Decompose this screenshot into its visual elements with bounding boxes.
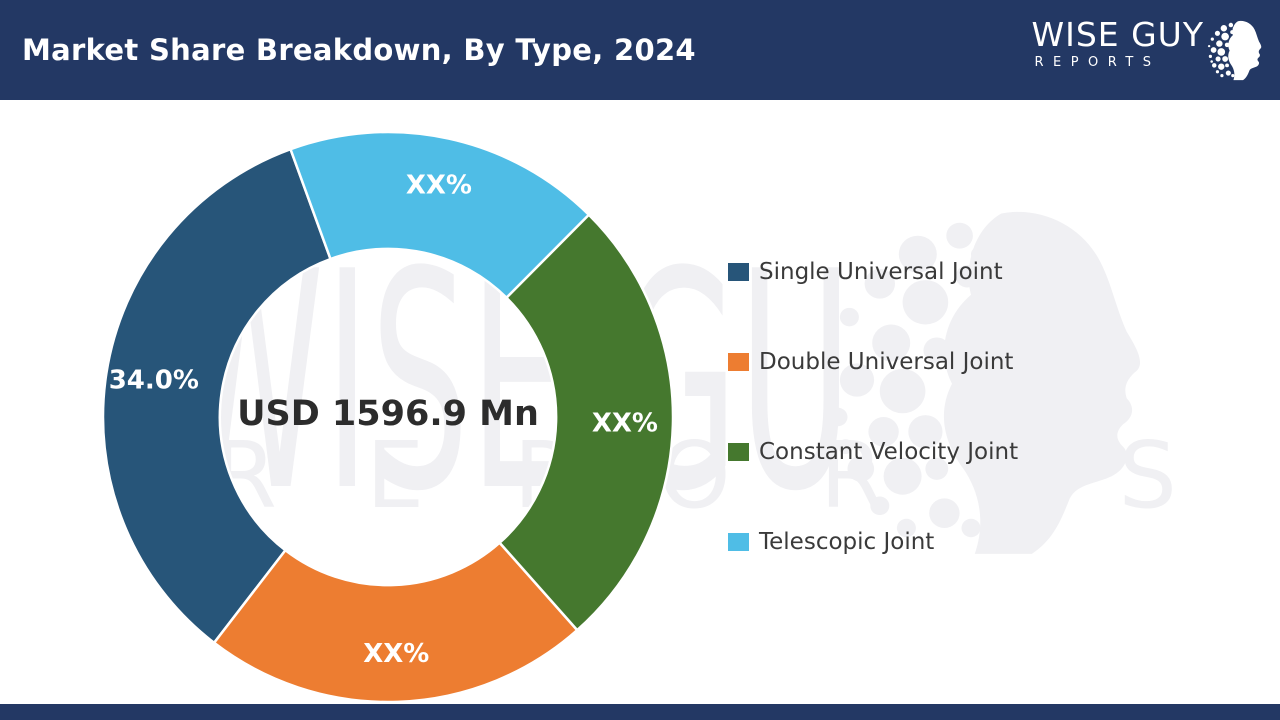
legend-color-swatch [728, 443, 749, 461]
slice-percentage-label: 34.0% [109, 366, 199, 396]
legend-item: Constant Velocity Joint [728, 438, 1018, 466]
donut-slices [101, 130, 675, 704]
header-bar: Market Share Breakdown, By Type, 2024 WI… [0, 0, 1280, 100]
legend-color-swatch [728, 353, 749, 371]
legend-item: Double Universal Joint [728, 348, 1018, 376]
slice-percentage-label: XX% [363, 639, 429, 669]
legend-label: Single Universal Joint [759, 258, 1003, 285]
legend-label: Double Universal Joint [759, 348, 1014, 375]
donut-center-value: USD 1596.9 Mn [237, 394, 539, 434]
legend-color-swatch [728, 263, 749, 281]
logo-text: WISE GUY REPORTS [1031, 18, 1204, 69]
donut-chart: 34.0% XX% XX% XX% USD 1596.9 Mn [101, 130, 675, 704]
donut-slice [212, 541, 579, 704]
donut-slice [101, 147, 332, 645]
donut-slice-labels: 34.0% XX% XX% XX% [109, 171, 658, 669]
legend-color-swatch [728, 533, 749, 551]
wise-guy-reports-logo: WISE GUY REPORTS [1031, 4, 1268, 92]
logo-wordmark: WISE GUY [1031, 15, 1204, 54]
legend-label: Telescopic Joint [759, 528, 935, 555]
donut-slice [289, 130, 591, 299]
legend-item: Single Universal Joint [728, 258, 1018, 286]
donut-slice [498, 213, 675, 632]
slice-percentage-label: XX% [406, 171, 472, 201]
legend-label: Constant Velocity Joint [759, 438, 1019, 465]
logo-subtitle: REPORTS [1034, 55, 1161, 70]
page-title: Market Share Breakdown, By Type, 2024 [22, 33, 696, 67]
legend-item: Telescopic Joint [728, 528, 1018, 556]
chart-legend: Single Universal Joint Double Universal J… [728, 258, 1018, 556]
footer-bar [0, 704, 1280, 720]
slice-percentage-label: XX% [592, 409, 658, 439]
logo-head-profile-icon [1207, 20, 1262, 81]
